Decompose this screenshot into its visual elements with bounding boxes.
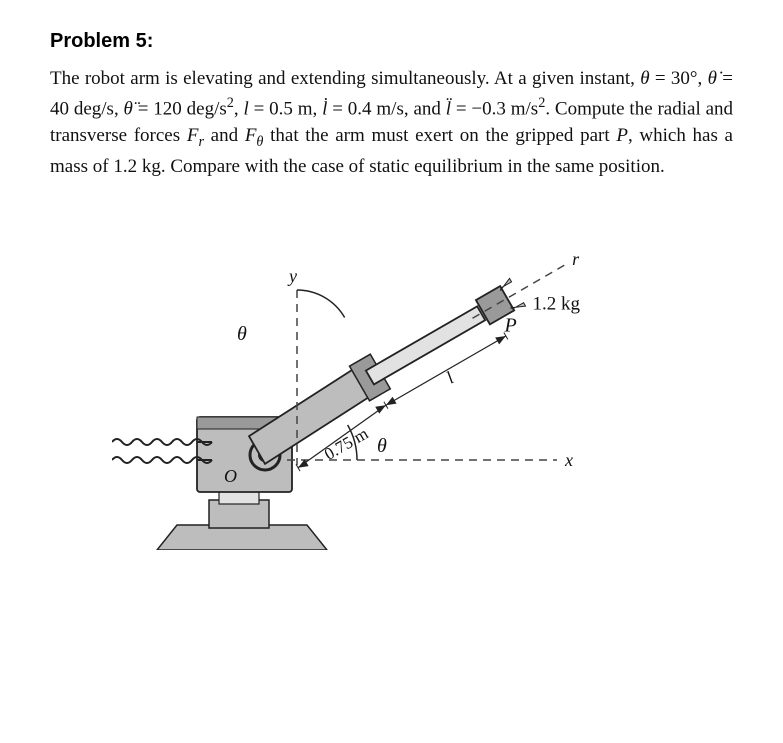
var-thetadot: θ̇ <box>708 68 717 89</box>
text: = 30°, <box>650 68 708 89</box>
svg-text:r: r <box>572 249 580 269</box>
svg-text:P: P <box>503 315 516 337</box>
problem-statement: The robot arm is elevating and extending… <box>50 65 733 180</box>
svg-text:θ: θ <box>377 435 387 457</box>
svg-text:x: x <box>564 450 573 470</box>
text: and <box>204 125 245 146</box>
problem-heading: Problem 5: <box>50 30 733 53</box>
text: = 120 deg/s <box>133 98 227 119</box>
var-thetaddot: θ̈ <box>124 98 133 119</box>
sup-2: 2 <box>227 95 234 111</box>
svg-text:y: y <box>287 266 297 286</box>
var-theta: θ <box>640 68 649 89</box>
svg-text:O: O <box>224 466 237 486</box>
text: = 0.5 m, <box>249 98 322 119</box>
svg-text:1.2 kg: 1.2 kg <box>532 294 580 315</box>
robot-arm-figure: Oy x r θ θ 0.75 m l 1.2 kg P <box>112 210 672 550</box>
text: The robot arm is elevating and extending… <box>50 68 640 89</box>
text: = 0.4 m/s, and <box>327 98 445 119</box>
svg-text:l: l <box>442 368 456 388</box>
text: = −0.3 m/s <box>451 98 538 119</box>
var-Ftheta: F <box>245 125 257 146</box>
svg-text:0.75 m: 0.75 m <box>320 424 370 464</box>
var-Fr: F <box>187 125 199 146</box>
text: that the arm must exert on the gripped p… <box>263 125 616 146</box>
figure-container: Oy x r θ θ 0.75 m l 1.2 kg P <box>50 210 733 550</box>
var-P: P <box>616 125 628 146</box>
svg-text:θ: θ <box>237 323 247 345</box>
